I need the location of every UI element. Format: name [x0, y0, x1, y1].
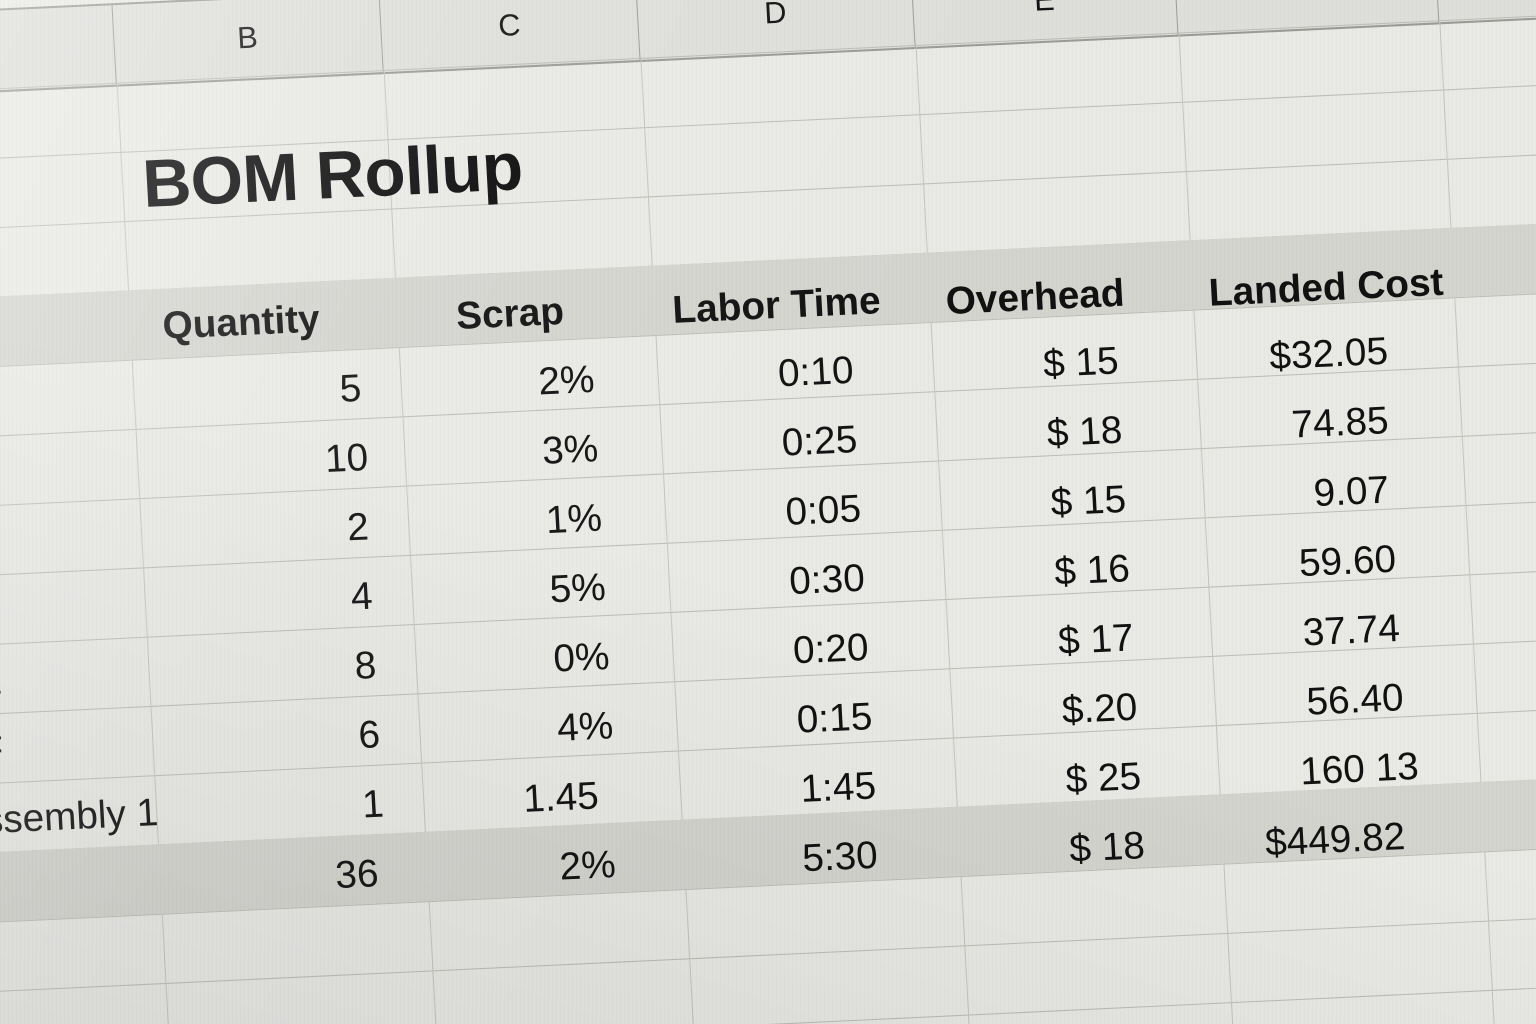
total-landed-cost[interactable]: $449.82: [1264, 815, 1407, 865]
cell-scrap[interactable]: 4%: [556, 704, 615, 751]
cell-scrap[interactable]: 5%: [548, 566, 607, 612]
cell-landed-cost[interactable]: 74.85: [1290, 399, 1390, 447]
column-header-e-label: E: [1033, 0, 1056, 18]
row-label[interactable]: Part F: [0, 729, 5, 777]
cell-overhead[interactable]: $ 18: [1045, 408, 1124, 456]
column-title-quantity: Quantity: [161, 297, 321, 348]
total-overhead[interactable]: $ 18: [1068, 824, 1146, 871]
cell-overhead[interactable]: $ 17: [1057, 616, 1135, 664]
total-labor-time[interactable]: 5:30: [801, 834, 879, 881]
cell-labor-time[interactable]: 0:10: [776, 349, 855, 396]
cell-quantity[interactable]: 5: [338, 367, 363, 412]
column-title-landed-cost: Landed Cost: [1207, 261, 1445, 315]
column-header-f-label: F: [1296, 0, 1317, 6]
cell-overhead[interactable]: $ 15: [1049, 478, 1128, 525]
cell-landed-cost[interactable]: 160 13: [1299, 745, 1420, 794]
cell-overhead[interactable]: $ 25: [1064, 755, 1143, 802]
cell-quantity[interactable]: 6: [357, 713, 382, 758]
cell-landed-cost[interactable]: 9.07: [1312, 468, 1391, 516]
total-quantity[interactable]: 36: [334, 852, 380, 898]
row-label[interactable]: Aubassembly 1: [0, 791, 160, 847]
cell-quantity[interactable]: 8: [353, 644, 378, 689]
cell-labor-time[interactable]: 0:20: [791, 626, 870, 673]
column-title-labor-time: Labor Time: [671, 279, 882, 333]
cell-landed-cost[interactable]: 37.74: [1301, 607, 1401, 655]
cell-scrap[interactable]: 3%: [541, 427, 600, 473]
column-title-scrap: Scrap: [455, 290, 566, 339]
cell-landed-cost[interactable]: 59.60: [1297, 538, 1398, 586]
column-header-c-label: C: [497, 8, 522, 44]
cell-overhead[interactable]: $ 15: [1042, 339, 1120, 387]
cell-labor-time[interactable]: 1:45: [799, 764, 878, 812]
cell-landed-cost[interactable]: 56.40: [1305, 676, 1405, 724]
cell-overhead[interactable]: $.20: [1060, 686, 1139, 733]
cell-quantity[interactable]: 2: [346, 505, 370, 550]
column-title-overhead: Overhead: [944, 272, 1126, 324]
cell-labor-time[interactable]: 0:05: [784, 487, 863, 535]
cell-landed-cost[interactable]: $32.05: [1268, 330, 1390, 379]
cell-scrap[interactable]: 1.45: [522, 774, 600, 822]
cell-quantity[interactable]: 4: [349, 575, 374, 619]
cell-quantity[interactable]: 1: [361, 782, 385, 827]
cell-labor-time[interactable]: 0:25: [780, 418, 859, 465]
column-header-d-label: D: [763, 0, 788, 31]
total-scrap[interactable]: 2%: [558, 843, 617, 889]
row-label[interactable]: Part D: [0, 591, 1, 639]
cell-labor-time[interactable]: 0:15: [795, 695, 874, 742]
cell-scrap[interactable]: 2%: [537, 358, 596, 404]
column-header-b-label: B: [236, 20, 259, 56]
cell-scrap[interactable]: 0%: [552, 635, 611, 681]
cell-overhead[interactable]: $ 16: [1053, 547, 1131, 594]
cell-scrap[interactable]: 1%: [544, 496, 604, 543]
sheet-body: BOM Rollup Quantity Scrap Labor Time Ove…: [0, 8, 1536, 1024]
sheet-title: BOM Rollup: [140, 127, 525, 222]
cell-quantity[interactable]: 10: [323, 436, 370, 482]
cell-labor-time[interactable]: 0:30: [788, 556, 866, 604]
row-label[interactable]: Part E: [0, 659, 3, 708]
